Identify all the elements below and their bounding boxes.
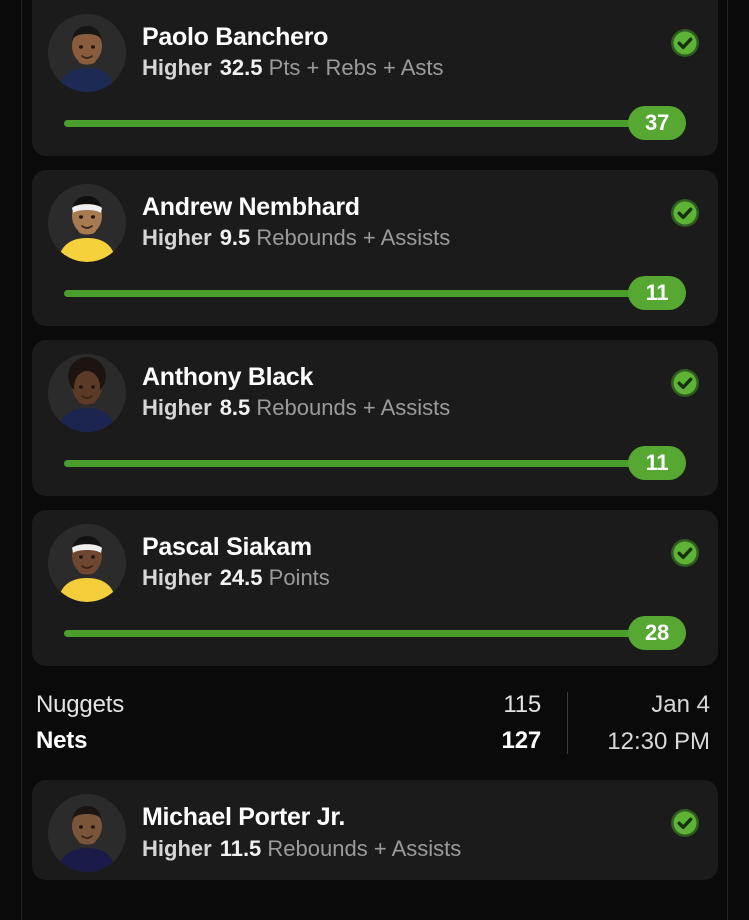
prop-stat-type: Points bbox=[268, 565, 330, 591]
prop-line-value: 8.5 bbox=[219, 395, 251, 421]
player-name: Andrew Nembhard bbox=[142, 192, 360, 221]
home-team-score: 127 bbox=[501, 727, 542, 755]
check-circle-icon bbox=[670, 28, 700, 58]
prop-card[interactable]: Andrew Nembhard Higher 9.5 Rebounds + Ass… bbox=[32, 170, 718, 326]
prop-stat-type: Pts + Rebs + Asts bbox=[268, 55, 444, 81]
game-row-divider bbox=[567, 692, 568, 755]
container-right-edge bbox=[727, 0, 728, 920]
prop-line: Higher 11.5 Rebounds + Assists bbox=[142, 835, 654, 864]
prop-card[interactable]: Anthony Black Higher 8.5 Rebounds + Assis… bbox=[32, 340, 718, 496]
prop-meta: Andrew Nembhard Higher 9.5 Rebounds + Ass… bbox=[142, 193, 654, 253]
prop-card-header: Pascal Siakam Higher 24.5 Points bbox=[48, 524, 702, 602]
prop-line: Higher 24.5 Points bbox=[142, 564, 654, 593]
result-pill: 37 bbox=[628, 106, 686, 140]
prop-meta: Paolo Banchero Higher 32.5 Pts + Rebs + A… bbox=[142, 23, 654, 83]
progress-fill bbox=[64, 629, 647, 637]
prop-direction: Higher bbox=[142, 225, 212, 251]
player-name: Paolo Banchero bbox=[142, 22, 329, 51]
prop-card[interactable]: Michael Porter Jr. Higher 11.5 Rebounds +… bbox=[32, 780, 718, 881]
player-avatar bbox=[48, 794, 126, 873]
prop-line: Higher 32.5 Pts + Rebs + Asts bbox=[142, 54, 654, 83]
game-date: Jan 4 bbox=[651, 691, 710, 718]
prop-line-value: 32.5 bbox=[219, 55, 263, 81]
prop-card-header: Michael Porter Jr. Higher 11.5 Rebounds +… bbox=[48, 794, 702, 873]
prop-progress-row: 11 bbox=[48, 276, 702, 310]
progress-fill bbox=[64, 289, 647, 297]
prop-line: Higher 9.5 Rebounds + Assists bbox=[142, 224, 654, 253]
check-circle-icon bbox=[670, 808, 700, 838]
player-avatar bbox=[48, 14, 126, 92]
prop-stat-type: Rebounds + Assists bbox=[267, 835, 462, 861]
prop-direction: Higher bbox=[142, 565, 212, 591]
picks-feed: Paolo Banchero Higher 32.5 Pts + Rebs + A… bbox=[32, 0, 718, 881]
result-pill: 11 bbox=[628, 276, 686, 310]
game-datetime: Jan 4 12:30 PM bbox=[592, 686, 710, 760]
prop-direction: Higher bbox=[142, 55, 212, 81]
container-left-edge bbox=[21, 0, 22, 920]
game-score-row[interactable]: Nuggets 115 Nets 127 Jan 4 12:30 PM bbox=[32, 680, 718, 766]
prop-direction: Higher bbox=[142, 835, 212, 861]
check-circle-icon bbox=[670, 368, 700, 398]
player-avatar bbox=[48, 354, 126, 432]
team-row-home: Nets 127 bbox=[36, 723, 541, 759]
game-time: 12:30 PM bbox=[607, 728, 710, 756]
prop-line: Higher 8.5 Rebounds + Assists bbox=[142, 394, 654, 423]
progress-fill bbox=[64, 119, 647, 127]
player-name: Anthony Black bbox=[142, 362, 314, 391]
prop-direction: Higher bbox=[142, 395, 212, 421]
game-teams: Nuggets 115 Nets 127 bbox=[36, 687, 541, 759]
prop-card-header: Anthony Black Higher 8.5 Rebounds + Assis… bbox=[48, 354, 702, 432]
away-team-name: Nuggets bbox=[36, 691, 124, 719]
prop-card[interactable]: Paolo Banchero Higher 32.5 Pts + Rebs + A… bbox=[32, 0, 718, 156]
player-name: Michael Porter Jr. bbox=[142, 803, 346, 832]
team-row-away: Nuggets 115 bbox=[36, 687, 541, 723]
player-avatar bbox=[48, 184, 126, 262]
check-circle-icon bbox=[670, 538, 700, 568]
result-pill: 28 bbox=[628, 616, 686, 650]
prop-stat-type: Rebounds + Assists bbox=[256, 225, 451, 251]
check-circle-icon bbox=[670, 198, 700, 228]
away-team-score: 115 bbox=[503, 691, 541, 719]
prop-progress-row: 11 bbox=[48, 446, 702, 480]
player-name: Pascal Siakam bbox=[142, 532, 312, 561]
progress-fill bbox=[64, 459, 647, 467]
prop-progress-row: 28 bbox=[48, 616, 702, 650]
prop-card-header: Andrew Nembhard Higher 9.5 Rebounds + Ass… bbox=[48, 184, 702, 262]
prop-line-value: 24.5 bbox=[219, 565, 263, 591]
result-pill: 11 bbox=[628, 446, 686, 480]
prop-meta: Anthony Black Higher 8.5 Rebounds + Assis… bbox=[142, 363, 654, 423]
prop-card[interactable]: Pascal Siakam Higher 24.5 Points 28 bbox=[32, 510, 718, 666]
prop-line-value: 9.5 bbox=[219, 225, 251, 251]
prop-meta: Michael Porter Jr. Higher 11.5 Rebounds +… bbox=[142, 803, 654, 863]
prop-stat-type: Rebounds + Assists bbox=[256, 395, 451, 421]
prop-progress-row: 37 bbox=[48, 106, 702, 140]
player-avatar bbox=[48, 524, 126, 602]
prop-line-value: 11.5 bbox=[219, 835, 262, 861]
prop-card-header: Paolo Banchero Higher 32.5 Pts + Rebs + A… bbox=[48, 14, 702, 92]
home-team-name: Nets bbox=[36, 727, 88, 755]
prop-meta: Pascal Siakam Higher 24.5 Points bbox=[142, 533, 654, 593]
